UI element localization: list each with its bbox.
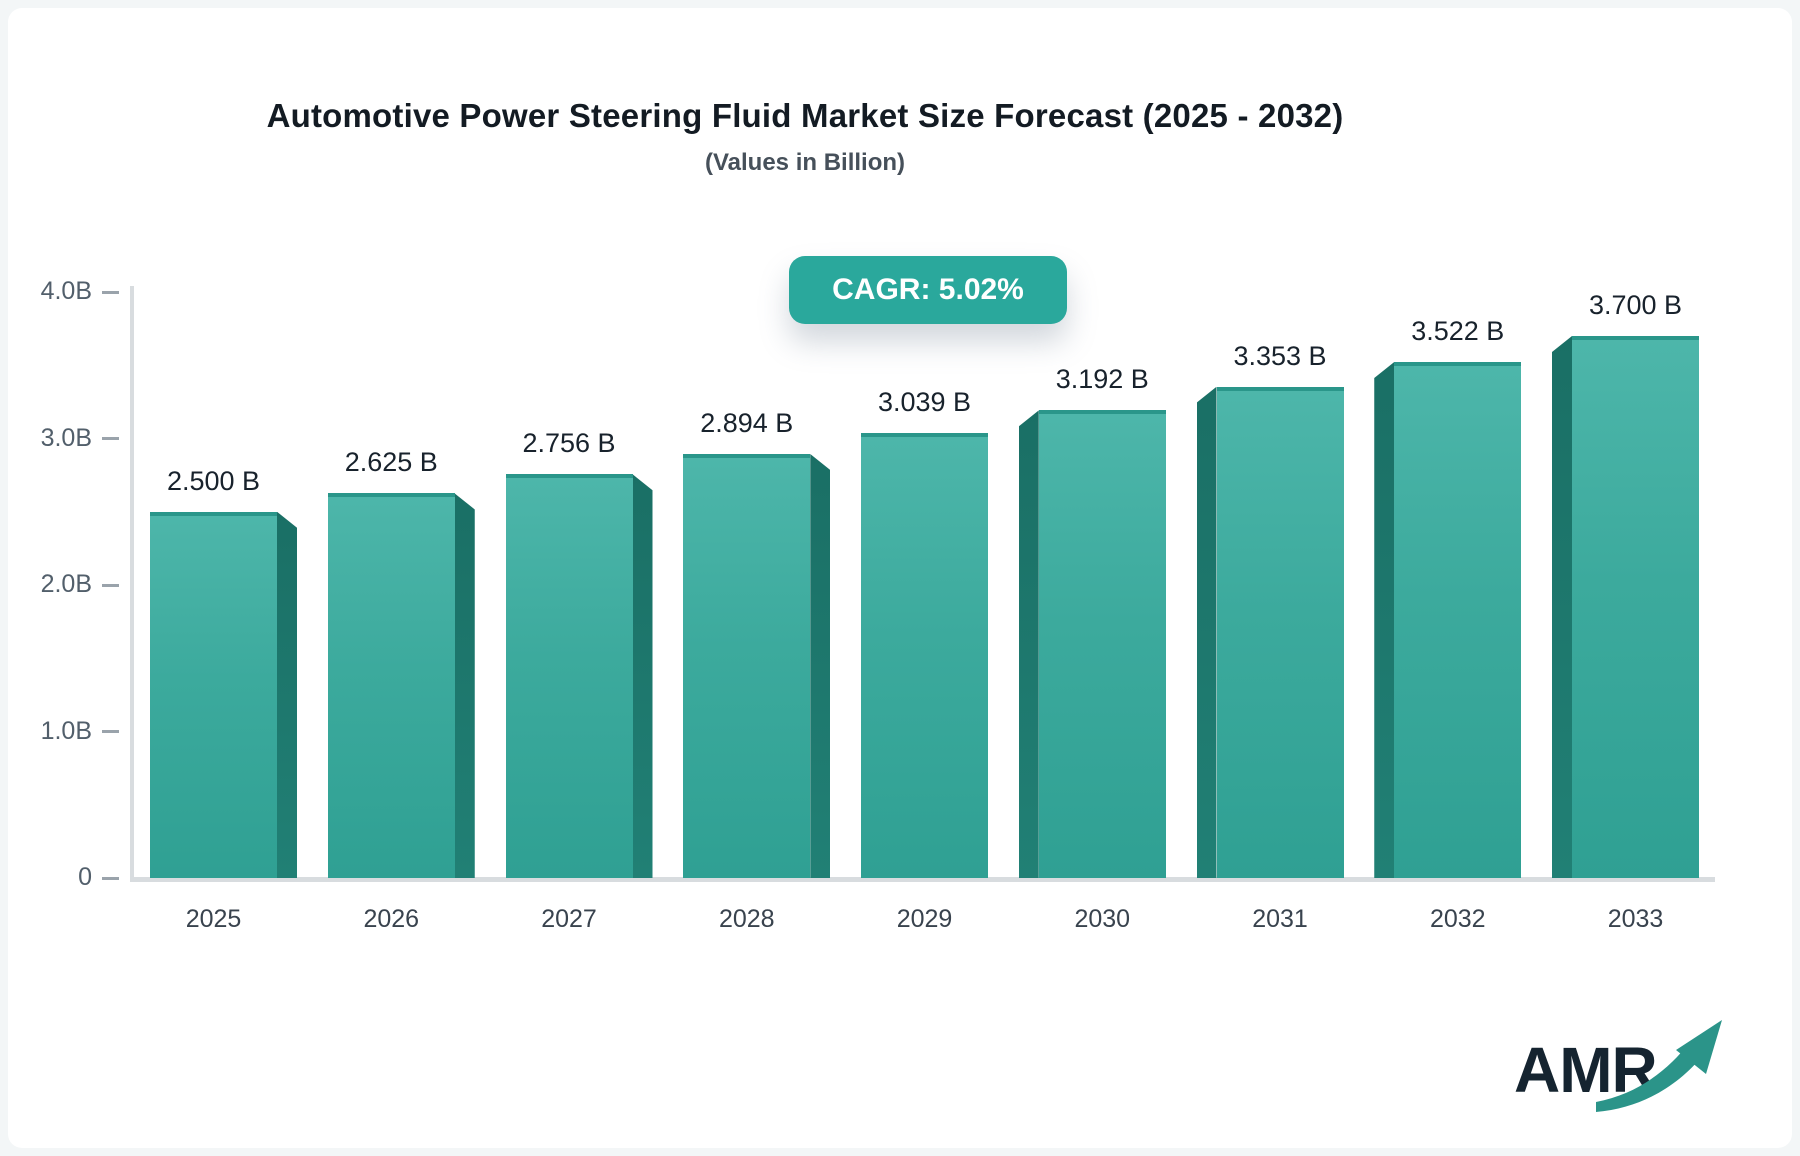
y-axis-line xyxy=(130,286,134,881)
bar-2027 xyxy=(505,474,633,878)
y-tick-mark xyxy=(102,876,119,880)
bar-value-label: 3.192 B xyxy=(1055,364,1149,395)
x-axis-label-2032: 2032 xyxy=(1429,905,1486,933)
growth-arrow-icon xyxy=(1596,1020,1722,1112)
y-tick-mark xyxy=(102,583,119,587)
x-axis-label-2027: 2027 xyxy=(541,905,597,933)
bar-value-label: 3.700 B xyxy=(1588,289,1683,320)
bar-side-face xyxy=(277,511,297,878)
bar-side-face xyxy=(632,474,653,878)
bar-side-face xyxy=(454,493,475,878)
x-axis-line xyxy=(130,877,1715,882)
y-tick-label: 0 xyxy=(78,863,92,891)
bar-value-label: 3.353 B xyxy=(1233,340,1327,371)
bar-value-label: 3.039 B xyxy=(877,386,972,417)
y-tick-label: 4.0B xyxy=(40,277,92,305)
x-axis-label-2030: 2030 xyxy=(1074,905,1131,933)
y-tick-label: 3.0B xyxy=(40,423,92,452)
amr-logo: AMR xyxy=(1514,1020,1722,1112)
bar-2029 xyxy=(861,432,988,878)
y-tick-mark xyxy=(102,437,119,440)
bar-side-face xyxy=(1374,362,1395,878)
bar-value-label: 2.625 B xyxy=(344,447,438,478)
bar-2031 xyxy=(1216,386,1344,878)
x-axis-label-2026: 2026 xyxy=(363,905,420,933)
bar-value-label: 3.522 B xyxy=(1411,316,1505,347)
x-axis-label-2028: 2028 xyxy=(718,905,775,933)
cagr-badge-label: CAGR: 5.02% xyxy=(832,273,1024,306)
bar-2030 xyxy=(1038,410,1166,878)
bar-side-face xyxy=(1552,335,1572,878)
bar-2032 xyxy=(1394,362,1522,878)
y-tick-label: 1.0B xyxy=(40,716,92,745)
bar-2028 xyxy=(683,454,811,878)
bar-2025 xyxy=(150,511,277,878)
cagr-badge: CAGR: 5.02% xyxy=(789,256,1067,324)
bar-side-face xyxy=(1196,386,1217,878)
bar-value-label: 2.756 B xyxy=(522,428,616,459)
bar-2026 xyxy=(327,493,455,878)
bar-side-face xyxy=(810,454,831,878)
chart-subtitle: (Values in Billion) xyxy=(704,149,906,176)
bar-value-label: 2.894 B xyxy=(700,408,794,439)
x-axis-label-2029: 2029 xyxy=(896,905,953,933)
x-axis-label-2025: 2025 xyxy=(185,905,242,933)
y-tick-mark xyxy=(102,290,119,294)
y-tick-label: 2.0B xyxy=(40,570,92,598)
chart-title: Automotive Power Steering Fluid Market S… xyxy=(266,97,1344,134)
bar-side-face xyxy=(1018,410,1039,878)
y-tick-mark xyxy=(102,730,119,733)
x-axis-label-2033: 2033 xyxy=(1607,905,1664,933)
bar-2033 xyxy=(1572,335,1699,878)
x-axis-label-2031: 2031 xyxy=(1252,905,1308,933)
bar-value-label: 2.500 B xyxy=(166,465,261,496)
